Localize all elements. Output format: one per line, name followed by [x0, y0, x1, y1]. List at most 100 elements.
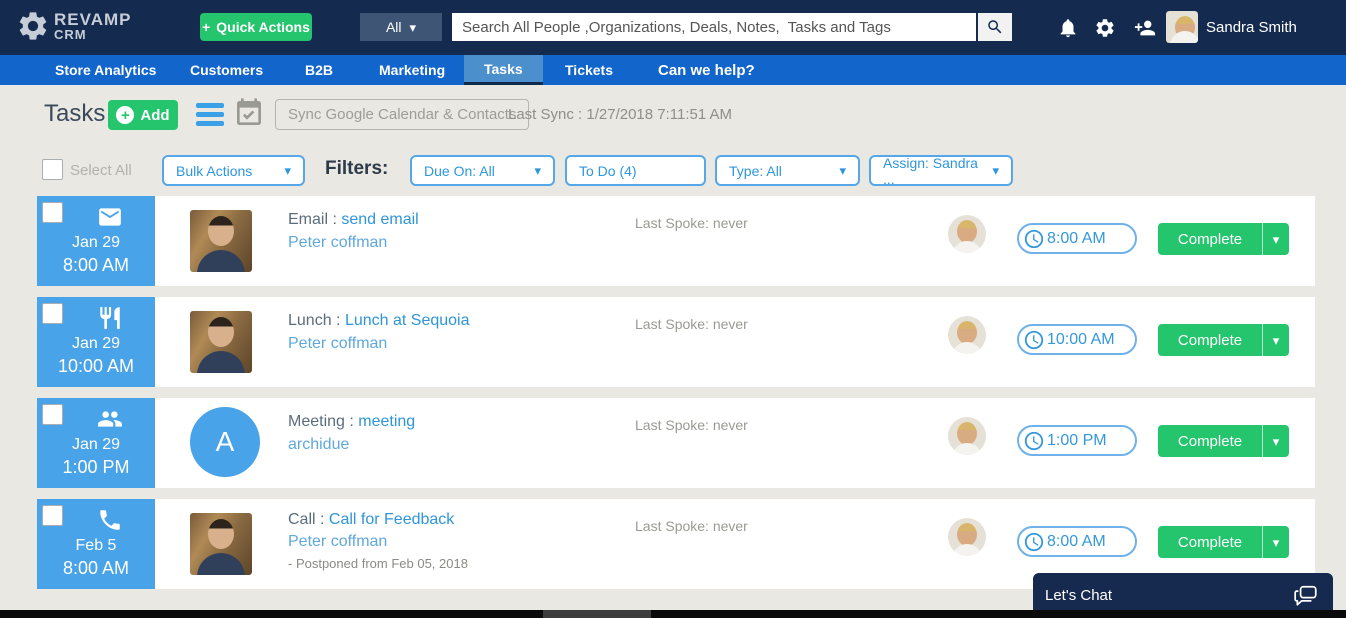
complete-dropdown-toggle[interactable]: ▾ [1262, 425, 1289, 457]
revamp-crm-logo[interactable]: REVAMP CRM [16, 9, 131, 43]
task-category: Meeting : [288, 413, 354, 430]
complete-dropdown-toggle[interactable]: ▾ [1262, 324, 1289, 356]
bulk-actions-dropdown[interactable]: Bulk Actions ▾ [162, 155, 305, 186]
nav-item-tasks-active[interactable]: Tasks [464, 55, 543, 85]
complete-dropdown-toggle[interactable]: ▾ [1262, 526, 1289, 558]
plus-circle-icon: + [116, 106, 135, 124]
task-row-lunch: Jan 29 10:00 AM Lunch : Lunch at Sequoia… [37, 297, 1315, 387]
select-all-label: Select All [70, 162, 132, 179]
assignee-avatar[interactable] [948, 417, 986, 455]
quick-actions-button[interactable]: + Quick Actions [200, 13, 312, 41]
complete-button[interactable]: Complete [1177, 432, 1243, 450]
task-row-email: Jan 29 8:00 AM Email : send email Peter … [37, 196, 1315, 286]
task-time: 10:00 AM [57, 356, 135, 376]
due-time-value: 8:00 AM [1047, 532, 1106, 550]
nav-item-can-we-help[interactable]: Can we help? [658, 61, 755, 79]
contact-photo[interactable] [190, 513, 252, 575]
topbar: REVAMP CRM + Quick Actions All ▾ Sandra … [0, 0, 1346, 55]
contact-photo[interactable] [190, 311, 252, 373]
add-task-button[interactable]: + Add [108, 100, 178, 130]
contact-photo[interactable] [190, 210, 252, 272]
nav-item-store-analytics[interactable]: Store Analytics [55, 62, 157, 78]
search-scope-dropdown[interactable]: All ▾ [360, 13, 442, 41]
task-time: 8:00 AM [62, 255, 130, 275]
type-label: Type: All [729, 162, 782, 179]
task-checkbox[interactable] [42, 404, 63, 425]
task-title-link[interactable]: Lunch at Sequoia [344, 312, 470, 329]
nav-item-b2b[interactable]: B2B [305, 62, 334, 78]
task-card: Email : send email Peter coffman Last Sp… [155, 196, 1315, 286]
task-contact-link[interactable]: Peter coffman [288, 234, 388, 251]
complete-dropdown-toggle[interactable]: ▾ [1262, 223, 1289, 255]
scope-value: All [385, 19, 402, 35]
settings-gear-icon[interactable] [1094, 17, 1116, 39]
add-user-icon[interactable] [1132, 17, 1158, 39]
task-checkbox[interactable] [42, 303, 63, 324]
task-contact-link[interactable]: Peter coffman [288, 335, 388, 352]
chevron-down-icon: ▾ [1272, 433, 1280, 449]
chevron-down-icon: ▾ [1272, 332, 1280, 348]
search-button[interactable] [978, 13, 1012, 41]
assignee-avatar[interactable] [948, 518, 986, 556]
task-contact-link[interactable]: Peter coffman [288, 533, 388, 550]
todo-filter-button[interactable]: To Do (4) [565, 155, 706, 186]
notifications-bell-icon[interactable] [1057, 17, 1079, 39]
due-time-field[interactable]: 8:00 AM [1017, 526, 1137, 557]
chat-label: Let's Chat [1045, 587, 1113, 604]
task-contact-link[interactable]: archidue [288, 436, 350, 453]
task-date-block: Jan 29 10:00 AM [37, 297, 155, 387]
quick-actions-label: Quick Actions [216, 19, 310, 35]
complete-button-group: Complete ▾ [1158, 526, 1289, 558]
todo-label: To Do (4) [579, 162, 637, 179]
task-title-link[interactable]: Call for Feedback [328, 511, 455, 528]
task-date: Jan 29 [71, 436, 121, 453]
lunch-icon [100, 307, 120, 329]
assign-filter-dropdown[interactable]: Assign: Sandra ... ▾ [869, 155, 1013, 187]
horizontal-scrollbar-thumb[interactable] [543, 610, 651, 618]
due-time-field[interactable]: 1:00 PM [1017, 425, 1137, 456]
gear-logo-icon [19, 12, 47, 40]
task-card: Lunch : Lunch at Sequoia Peter coffman L… [155, 297, 1315, 387]
complete-button[interactable]: Complete [1177, 331, 1243, 349]
due-time-value: 1:00 PM [1047, 431, 1107, 449]
nav-item-tickets[interactable]: Tickets [565, 62, 613, 78]
last-spoke-text: Last Spoke: never [635, 417, 748, 433]
task-date: Feb 5 [75, 537, 117, 554]
due-time-field[interactable]: 10:00 AM [1017, 324, 1137, 355]
task-title-link[interactable]: meeting [358, 413, 416, 430]
nav-item-customers[interactable]: Customers [190, 62, 264, 78]
organization-letter-avatar[interactable]: A [190, 407, 260, 477]
type-filter-dropdown[interactable]: Type: All ▾ [715, 155, 860, 186]
task-date: Jan 29 [71, 234, 121, 251]
global-search-input[interactable] [452, 13, 976, 41]
clock-icon [1024, 532, 1044, 551]
bulk-actions-label: Bulk Actions [176, 162, 253, 179]
task-date-block: Feb 5 8:00 AM [37, 499, 155, 589]
task-checkbox[interactable] [42, 202, 63, 223]
task-category: Call : [288, 511, 325, 528]
task-date: Jan 29 [71, 335, 121, 352]
due-time-field[interactable]: 8:00 AM [1017, 223, 1137, 254]
user-avatar-photo [1166, 11, 1198, 43]
chevron-down-icon: ▾ [534, 163, 541, 178]
nav-item-marketing[interactable]: Marketing [379, 62, 446, 78]
clock-icon [1024, 229, 1044, 248]
chevron-down-icon: ▾ [284, 163, 291, 178]
user-name[interactable]: Sandra Smith [1206, 19, 1297, 36]
calendar-view-icon[interactable] [233, 97, 265, 129]
task-checkbox[interactable] [42, 505, 63, 526]
sync-google-calendar-button[interactable]: Sync Google Calendar & Contacts [275, 99, 530, 130]
task-title-link[interactable]: send email [341, 211, 419, 228]
complete-button[interactable]: Complete [1177, 533, 1243, 551]
user-avatar[interactable] [1166, 11, 1198, 43]
postponed-note: - Postponed from Feb 05, 2018 [288, 556, 468, 571]
chevron-down-icon: ▾ [1272, 231, 1280, 247]
assignee-avatar[interactable] [948, 316, 986, 354]
complete-button[interactable]: Complete [1177, 230, 1243, 248]
task-text: Call : Call for Feedback Peter coffman -… [288, 509, 468, 575]
list-view-icon[interactable] [196, 103, 224, 130]
due-time-value: 8:00 AM [1047, 229, 1106, 247]
due-on-filter-dropdown[interactable]: Due On: All ▾ [410, 155, 555, 186]
select-all-checkbox[interactable] [42, 159, 63, 180]
assignee-avatar[interactable] [948, 215, 986, 253]
